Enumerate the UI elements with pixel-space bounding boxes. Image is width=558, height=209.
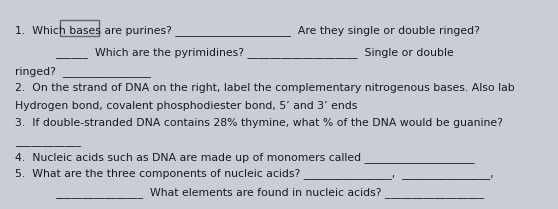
Text: 4.  Nucleic acids such as DNA are made up of monomers called ___________________: 4. Nucleic acids such as DNA are made up… <box>16 152 475 163</box>
FancyBboxPatch shape <box>60 20 99 36</box>
Text: ______  Which are the pyrimidines? ____________________  Single or double: ______ Which are the pyrimidines? ______… <box>55 47 454 59</box>
Text: 3.  If double-stranded DNA contains 28% thymine, what % of the DNA would be guan: 3. If double-stranded DNA contains 28% t… <box>16 118 503 128</box>
Text: 2.  On the strand of DNA on the right, label the complementary nitrogenous bases: 2. On the strand of DNA on the right, la… <box>16 83 515 93</box>
Text: ____________: ____________ <box>16 137 81 147</box>
Text: ringed?  ________________: ringed? ________________ <box>16 67 151 78</box>
Text: 5.  What are the three components of nucleic acids? ________________,  _________: 5. What are the three components of nucl… <box>16 168 494 179</box>
Text: ________________  What elements are found in nucleic acids? __________________: ________________ What elements are found… <box>55 187 484 198</box>
Text: 1.  Which bases are purines? _____________________  Are they single or double ri: 1. Which bases are purines? ____________… <box>16 25 480 36</box>
Text: Hydrogen bond, covalent phosphodiester bond, 5’ and 3’ ends: Hydrogen bond, covalent phosphodiester b… <box>16 101 358 111</box>
